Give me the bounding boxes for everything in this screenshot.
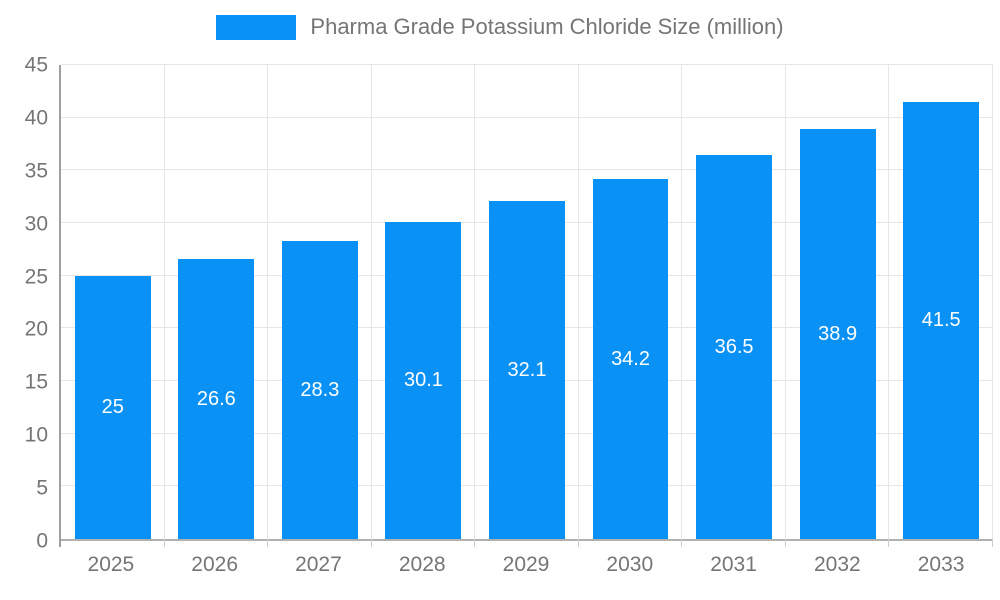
gridline-vertical	[888, 65, 890, 539]
bar[interactable]: 30.1	[385, 221, 462, 539]
bar-value-label: 30.1	[403, 369, 443, 392]
x-axis-tick-label: 2033	[917, 553, 965, 576]
x-axis-tick-label: 2025	[87, 553, 135, 576]
x-axis-tick-label: 2027	[295, 553, 342, 576]
x-axis-tick-label: 2031	[710, 553, 757, 576]
y-axis-tick-label: 40	[24, 106, 48, 130]
gridline-vertical	[163, 65, 165, 539]
x-axis-tick	[888, 539, 890, 547]
gridline-vertical	[267, 65, 269, 539]
x-axis-tick	[784, 539, 786, 547]
bar[interactable]: 34.2	[592, 178, 669, 539]
y-axis-tick-label: 35	[24, 159, 48, 183]
y-axis-tick-label: 0	[36, 529, 48, 553]
bar[interactable]: 32.1	[489, 200, 565, 539]
bar[interactable]: 41.5	[903, 101, 980, 539]
gridline-vertical	[992, 65, 993, 539]
y-axis-tick-label: 5	[36, 476, 48, 500]
chart-legend[interactable]: Pharma Grade Potassium Chloride Size (mi…	[0, 14, 1000, 40]
x-axis-tick	[474, 539, 476, 547]
x-axis-tick	[163, 539, 165, 547]
bar-value-label: 34.2	[611, 347, 650, 370]
x-axis-tick	[577, 539, 579, 547]
y-axis-tick-label: 10	[24, 423, 48, 447]
gridline-vertical	[474, 65, 476, 539]
y-axis-tick-label: 25	[24, 265, 48, 289]
bar-value-label: 28.3	[300, 378, 340, 401]
y-axis-tick-label: 30	[24, 212, 48, 236]
gridline-vertical	[681, 65, 683, 539]
x-axis-tick	[267, 539, 269, 547]
x-axis-tick-label: 2030	[606, 553, 654, 576]
x-axis: 2025 2026 2027 2028 2029 2030 2031 2032 2033	[59, 552, 993, 582]
bar-value-label: 26.6	[196, 387, 236, 410]
y-axis-tick-label: 15	[24, 370, 48, 394]
x-axis-tick	[370, 539, 372, 547]
gridline-horizontal	[61, 169, 993, 171]
bar[interactable]: 36.5	[696, 154, 773, 539]
plot-area: 25 26.6 28.3 30.1 32.1 34.2 36.5 38.9 41.5	[59, 64, 993, 547]
x-axis-tick	[992, 539, 993, 547]
gridline-vertical	[784, 65, 786, 539]
legend-label: Pharma Grade Potassium Chloride Size (mi…	[310, 14, 784, 39]
gridline-horizontal	[61, 64, 993, 65]
x-axis-tick	[681, 539, 683, 547]
gridline-vertical	[370, 65, 372, 539]
legend-swatch	[216, 14, 297, 40]
bar[interactable]: 26.6	[178, 258, 255, 539]
x-axis-tick	[59, 539, 61, 547]
bar[interactable]: 25	[74, 275, 151, 539]
bar-value-label: 36.5	[714, 335, 754, 358]
bar-value-label: 41.5	[921, 309, 961, 332]
x-axis-tick-label: 2026	[191, 553, 239, 576]
x-axis-tick-label: 2032	[813, 553, 861, 576]
y-axis-tick-label: 20	[24, 317, 48, 341]
bar-value-label: 32.1	[507, 358, 547, 381]
bar-value-label: 38.9	[818, 323, 858, 346]
x-axis-tick-label: 2028	[398, 553, 446, 576]
gridline-horizontal	[61, 116, 993, 118]
bar[interactable]: 38.9	[799, 129, 876, 539]
y-axis-tick-label: 45	[24, 53, 48, 77]
x-axis-tick-label: 2029	[502, 553, 550, 576]
y-axis: 0 5 10 15 20 25 30 35 40 45	[0, 55, 48, 552]
gridline-vertical	[577, 65, 579, 539]
bar[interactable]: 28.3	[281, 240, 358, 539]
bar-value-label: 25	[101, 396, 124, 419]
